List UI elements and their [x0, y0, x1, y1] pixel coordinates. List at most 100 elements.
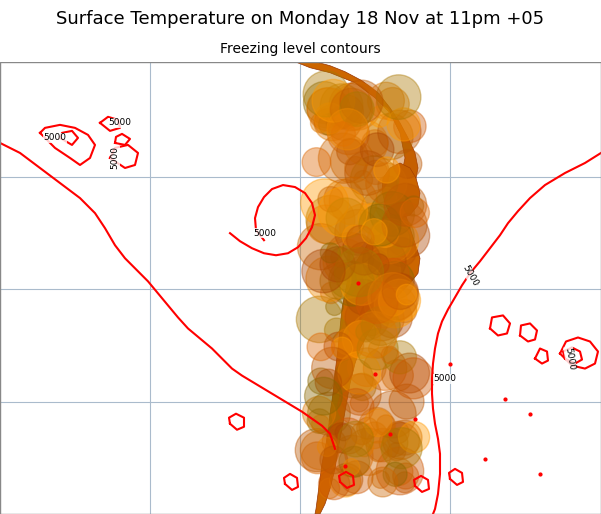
Circle shape — [351, 256, 371, 276]
Circle shape — [400, 198, 430, 228]
Circle shape — [325, 318, 349, 342]
Circle shape — [329, 260, 367, 298]
Circle shape — [300, 431, 340, 470]
Circle shape — [326, 198, 366, 238]
Circle shape — [335, 210, 380, 255]
Circle shape — [393, 150, 422, 178]
Circle shape — [331, 463, 363, 495]
Circle shape — [359, 408, 394, 443]
Circle shape — [338, 421, 374, 457]
Text: 5000: 5000 — [460, 263, 480, 287]
Circle shape — [331, 139, 374, 183]
Circle shape — [337, 138, 363, 164]
Circle shape — [371, 302, 398, 328]
Circle shape — [350, 394, 368, 412]
Circle shape — [335, 248, 383, 297]
Circle shape — [357, 328, 398, 370]
Circle shape — [319, 468, 350, 500]
Circle shape — [368, 339, 388, 358]
Circle shape — [335, 328, 361, 355]
Circle shape — [382, 360, 413, 391]
Circle shape — [378, 176, 397, 195]
Circle shape — [362, 251, 400, 290]
Circle shape — [387, 420, 422, 455]
Circle shape — [374, 157, 400, 183]
Circle shape — [338, 352, 380, 394]
Circle shape — [377, 219, 419, 262]
Circle shape — [374, 222, 409, 257]
Circle shape — [338, 246, 354, 262]
Circle shape — [326, 298, 343, 316]
Polygon shape — [382, 163, 420, 218]
Circle shape — [356, 322, 376, 342]
Circle shape — [381, 428, 422, 469]
Circle shape — [351, 311, 397, 358]
Circle shape — [335, 424, 352, 440]
Circle shape — [300, 179, 349, 227]
Circle shape — [316, 369, 341, 396]
Circle shape — [340, 92, 374, 126]
Circle shape — [376, 190, 406, 221]
Text: 5000: 5000 — [109, 118, 132, 127]
Circle shape — [331, 337, 353, 359]
Circle shape — [308, 368, 334, 394]
Circle shape — [332, 122, 355, 146]
Circle shape — [312, 79, 355, 122]
Circle shape — [338, 389, 374, 425]
Circle shape — [302, 396, 335, 430]
Circle shape — [350, 156, 398, 204]
Circle shape — [381, 346, 398, 364]
Circle shape — [305, 377, 342, 415]
Circle shape — [332, 329, 364, 361]
Circle shape — [324, 179, 364, 219]
Circle shape — [387, 421, 409, 444]
Circle shape — [394, 472, 415, 493]
Circle shape — [303, 71, 349, 117]
Circle shape — [370, 106, 391, 127]
Circle shape — [392, 463, 419, 489]
Circle shape — [368, 441, 389, 462]
Circle shape — [361, 218, 387, 245]
Circle shape — [347, 348, 386, 387]
Circle shape — [331, 108, 352, 128]
Circle shape — [374, 285, 416, 328]
Circle shape — [326, 423, 357, 453]
Circle shape — [320, 247, 355, 282]
Polygon shape — [295, 62, 420, 514]
Circle shape — [364, 160, 388, 185]
Circle shape — [333, 82, 381, 130]
Circle shape — [396, 284, 417, 305]
Circle shape — [383, 462, 407, 486]
Circle shape — [314, 108, 341, 135]
Circle shape — [319, 478, 340, 499]
Circle shape — [404, 196, 424, 216]
Circle shape — [379, 258, 409, 289]
Circle shape — [330, 418, 366, 454]
Circle shape — [343, 120, 388, 166]
Circle shape — [394, 300, 416, 323]
Circle shape — [340, 80, 383, 123]
Circle shape — [302, 249, 345, 293]
Circle shape — [369, 391, 416, 438]
Circle shape — [373, 298, 412, 338]
Circle shape — [367, 218, 412, 264]
Circle shape — [385, 458, 413, 485]
Circle shape — [320, 243, 340, 263]
Circle shape — [320, 446, 347, 474]
Text: 5000: 5000 — [111, 146, 120, 170]
Circle shape — [304, 82, 346, 123]
Circle shape — [361, 133, 394, 167]
Text: Freezing level contours: Freezing level contours — [220, 42, 381, 57]
Circle shape — [330, 262, 374, 306]
Circle shape — [346, 279, 382, 315]
Circle shape — [355, 438, 374, 457]
Circle shape — [388, 443, 406, 461]
Circle shape — [371, 272, 419, 320]
Circle shape — [319, 133, 368, 183]
Circle shape — [368, 82, 404, 119]
Circle shape — [358, 203, 389, 234]
Circle shape — [354, 171, 373, 189]
Circle shape — [382, 273, 418, 309]
Circle shape — [307, 409, 332, 433]
Circle shape — [345, 151, 389, 195]
